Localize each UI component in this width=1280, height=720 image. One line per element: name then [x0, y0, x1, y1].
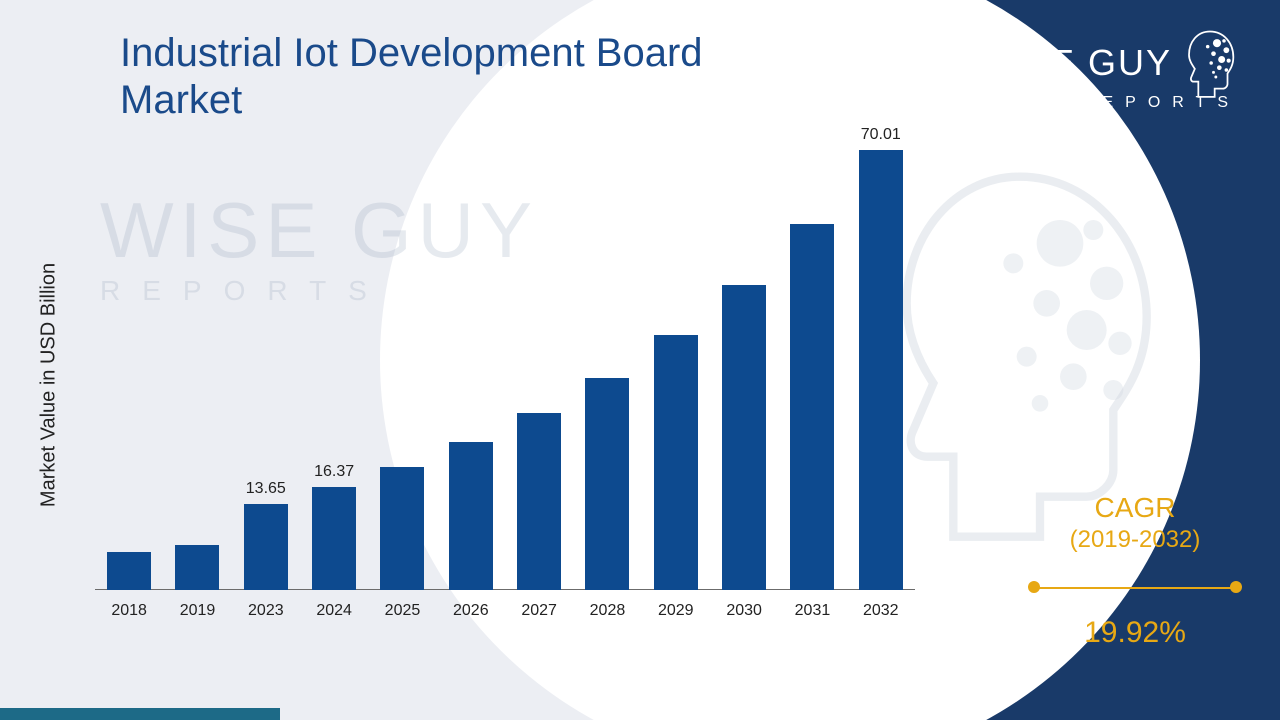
bar-wrap	[778, 224, 846, 590]
plot: 13.6516.3770.01 201820192023202420252026…	[95, 150, 915, 590]
bar	[449, 442, 493, 590]
bar	[312, 487, 356, 590]
logo: WISE GUY REPORTS	[976, 28, 1240, 112]
bar	[654, 335, 698, 590]
x-axis-label: 2032	[847, 602, 915, 620]
bar-value-label: 16.37	[314, 463, 354, 481]
bar-wrap	[95, 552, 163, 590]
bar	[175, 545, 219, 590]
bar-wrap	[710, 285, 778, 590]
cagr-divider-line	[1034, 587, 1236, 589]
logo-text: WISE GUY	[976, 28, 1240, 98]
cagr-divider	[1020, 572, 1250, 602]
cagr-block: CAGR (2019-2032) 19.92%	[1020, 492, 1250, 650]
x-axis-label: 2026	[437, 602, 505, 620]
logo-head-icon	[1180, 28, 1240, 98]
bar-wrap	[505, 413, 573, 590]
bar-wrap: 16.37	[300, 487, 368, 590]
bar-wrap	[368, 467, 436, 590]
x-axis-label: 2024	[300, 602, 368, 620]
cagr-label: CAGR	[1020, 492, 1250, 524]
x-axis-label: 2028	[573, 602, 641, 620]
bars-container: 13.6516.3770.01	[95, 150, 915, 590]
x-axis-label: 2018	[95, 602, 163, 620]
x-axis-label: 2031	[778, 602, 846, 620]
bar-wrap	[642, 335, 710, 590]
cagr-period: (2019-2032)	[1020, 526, 1250, 554]
cagr-divider-dot-left	[1028, 581, 1040, 593]
bar-wrap	[437, 442, 505, 590]
chart-area: Market Value in USD Billion 13.6516.3770…	[95, 150, 915, 620]
x-axis-label: 2029	[642, 602, 710, 620]
bar	[517, 413, 561, 590]
bar	[244, 504, 288, 590]
chart-title: Industrial Iot Development Board Market	[120, 30, 820, 124]
x-axis-label: 2027	[505, 602, 573, 620]
logo-line1: WISE GUY	[976, 42, 1172, 84]
footer-accent-bar	[0, 708, 280, 720]
y-axis-label: Market Value in USD Billion	[38, 263, 61, 507]
x-axis-label: 2025	[368, 602, 436, 620]
cagr-divider-dot-right	[1230, 581, 1242, 593]
bar-wrap	[163, 545, 231, 590]
bar	[107, 552, 151, 590]
bar	[380, 467, 424, 590]
bar-wrap: 13.65	[232, 504, 300, 590]
bar	[790, 224, 834, 590]
bar-wrap	[573, 378, 641, 590]
bar	[585, 378, 629, 590]
bar-wrap: 70.01	[847, 150, 915, 590]
logo-line2: REPORTS	[976, 94, 1240, 112]
cagr-value: 19.92%	[1020, 616, 1250, 650]
x-labels-container: 2018201920232024202520262027202820292030…	[95, 602, 915, 620]
x-axis-label: 2023	[232, 602, 300, 620]
bar-value-label: 70.01	[861, 126, 901, 144]
bar-value-label: 13.65	[246, 480, 286, 498]
bar	[722, 285, 766, 590]
x-axis-label: 2019	[163, 602, 231, 620]
bar	[859, 150, 903, 590]
x-axis-label: 2030	[710, 602, 778, 620]
chart-canvas: WISE GUY REPORTS Industrial Iot Developm…	[0, 0, 1280, 720]
